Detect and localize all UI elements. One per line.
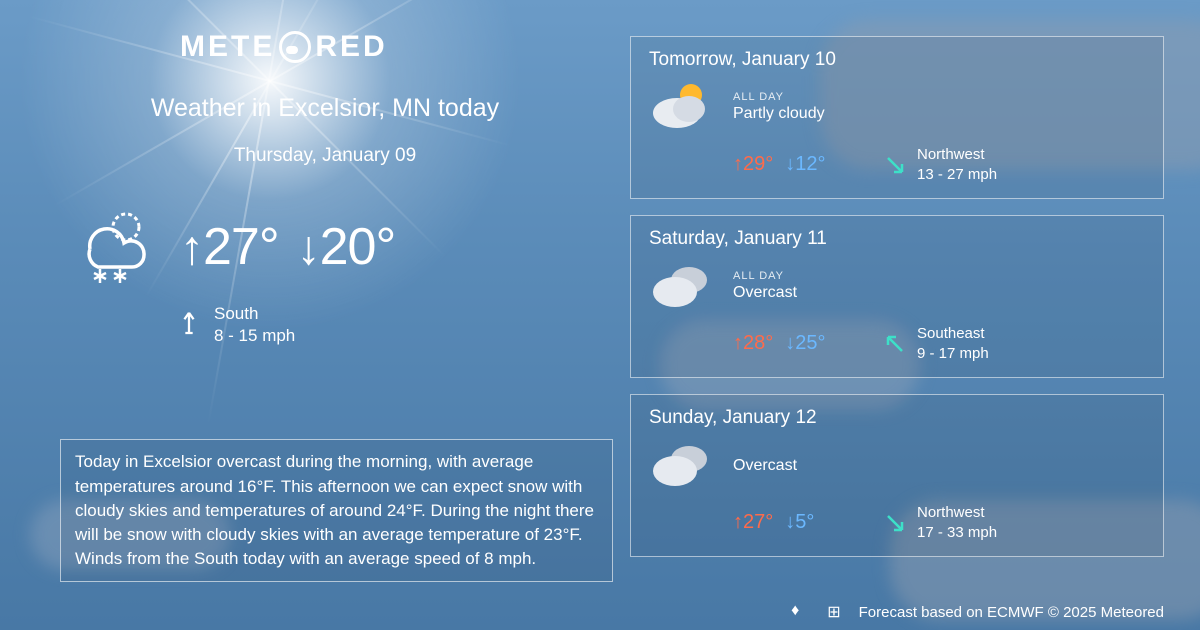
overcast-icon <box>649 437 713 493</box>
wind-arrow-icon <box>883 153 907 177</box>
forecast-card: Saturday, January 11 ALL DAY Overcast ↑2… <box>630 215 1164 378</box>
forecast-high: ↑27° <box>733 511 773 534</box>
forecast-period: ALL DAY <box>733 91 863 103</box>
wind-direction: South <box>214 303 295 325</box>
forecast-wind-dir: Northwest <box>917 145 997 165</box>
brand-left: METE <box>180 30 275 64</box>
forecast-wind-speed: 13 - 27 mph <box>917 165 997 185</box>
weather-summary: Today in Excelsior overcast during the m… <box>60 439 613 582</box>
forecast-date: Saturday, January 11 <box>649 228 1145 250</box>
wind-arrow-icon <box>883 511 907 535</box>
forecast-wind-speed: 17 - 33 mph <box>917 523 997 543</box>
today-weather: ↑27° ↓20° <box>70 207 580 287</box>
forecast-high: ↑29° <box>733 153 773 176</box>
forecast-condition: Overcast <box>733 457 863 475</box>
forecast-period: ALL DAY <box>733 270 863 282</box>
forecast-low: ↓5° <box>785 511 814 534</box>
page-title: Weather in Excelsior, MN today <box>70 94 580 123</box>
windows-icon: ⊞ <box>827 602 840 622</box>
wind-arrow-icon <box>883 332 907 356</box>
forecast-condition: Partly cloudy <box>733 105 863 123</box>
current-date: Thursday, January 09 <box>70 145 580 167</box>
brand-right: RED <box>315 30 387 64</box>
today-high: ↑27° <box>180 217 279 277</box>
footer: ♦ ⊞ Forecast based on ECMWF © 2025 Meteo… <box>791 602 1164 622</box>
brand-logo: METE RED <box>180 30 580 64</box>
android-icon: ♦ <box>791 602 799 622</box>
forecast-card: Tomorrow, January 10 ALL DAY Partly clou… <box>630 36 1164 199</box>
today-low: ↓20° <box>297 217 396 277</box>
wind-speed: 8 - 15 mph <box>214 325 295 347</box>
forecast-list: Tomorrow, January 10 ALL DAY Partly clou… <box>630 36 1164 557</box>
cloud-snow-icon <box>70 207 160 287</box>
partly-cloudy-icon <box>649 79 713 135</box>
forecast-wind-dir: Northwest <box>917 503 997 523</box>
overcast-icon <box>649 258 713 314</box>
forecast-date: Sunday, January 12 <box>649 407 1145 429</box>
brand-icon <box>279 31 311 63</box>
forecast-card: Sunday, January 12 Overcast ↑27° ↓5° Nor… <box>630 394 1164 557</box>
forecast-wind-dir: Southeast <box>917 324 989 344</box>
forecast-low: ↓25° <box>785 332 825 355</box>
forecast-condition: Overcast <box>733 284 863 302</box>
forecast-high: ↑28° <box>733 332 773 355</box>
wind-direction-icon <box>178 311 200 339</box>
today-wind: South 8 - 15 mph <box>178 303 580 347</box>
forecast-wind-speed: 9 - 17 mph <box>917 344 989 364</box>
footer-text: Forecast based on ECMWF © 2025 Meteored <box>859 604 1164 621</box>
forecast-date: Tomorrow, January 10 <box>649 49 1145 71</box>
forecast-low: ↓12° <box>785 153 825 176</box>
